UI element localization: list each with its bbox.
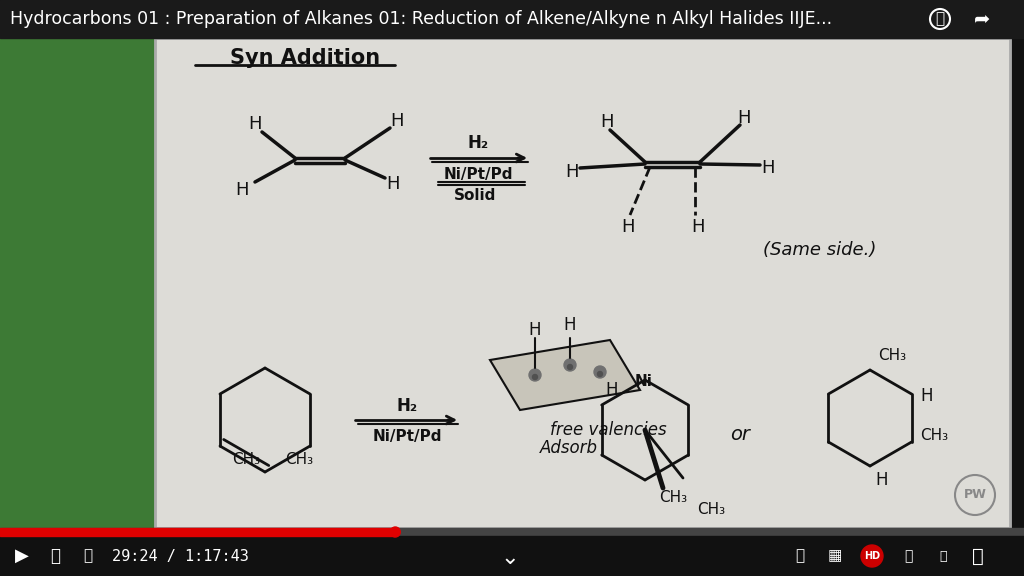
Circle shape (390, 527, 400, 537)
Text: CH₃: CH₃ (232, 453, 260, 468)
Text: Hydrocarbons 01 : Preparation of Alkanes 01: Reduction of Alkene/Alkyne n Alkyl : Hydrocarbons 01 : Preparation of Alkanes… (10, 10, 833, 28)
Text: H: H (920, 387, 933, 405)
Text: H: H (565, 163, 579, 181)
Text: H: H (236, 181, 249, 199)
Text: ➦: ➦ (974, 9, 990, 28)
Text: 29:24 / 1:17:43: 29:24 / 1:17:43 (112, 548, 249, 563)
Text: CH₃: CH₃ (697, 502, 725, 517)
Circle shape (597, 372, 602, 377)
Text: ⬛: ⬛ (939, 550, 947, 563)
Text: H₂: H₂ (467, 134, 488, 152)
Text: PW: PW (964, 488, 986, 502)
Bar (0, 536, 1024, 576)
Text: ▦: ▦ (827, 548, 842, 563)
Text: 📡: 📡 (904, 549, 912, 563)
Text: Syn Addition: Syn Addition (230, 48, 380, 68)
Circle shape (532, 374, 538, 380)
Text: CH₃: CH₃ (920, 429, 948, 444)
Circle shape (594, 366, 606, 378)
Text: H: H (564, 316, 577, 334)
Text: H: H (248, 115, 262, 133)
Text: H: H (691, 218, 705, 236)
Text: free valencies: free valencies (550, 421, 667, 439)
Text: H: H (737, 109, 751, 127)
Text: Solid: Solid (454, 188, 497, 203)
Text: 🔈: 🔈 (83, 548, 92, 563)
Text: H: H (761, 159, 775, 177)
Text: CH₃: CH₃ (285, 453, 313, 468)
Text: H: H (606, 381, 618, 399)
Bar (0, 0, 1024, 38)
Text: 🕐: 🕐 (936, 12, 944, 26)
Text: CH₃: CH₃ (878, 348, 906, 363)
Text: H: H (622, 218, 635, 236)
Bar (0, 38, 158, 530)
Text: ⏭: ⏭ (50, 547, 60, 565)
Text: H₂: H₂ (396, 397, 418, 415)
Text: Adsorb: Adsorb (540, 439, 598, 457)
Circle shape (567, 365, 572, 369)
Text: H: H (390, 112, 403, 130)
Bar (155, 38, 1010, 528)
Circle shape (861, 545, 883, 567)
Circle shape (564, 359, 575, 371)
Text: ▶: ▶ (15, 547, 29, 565)
Text: Ni/Pt/Pd: Ni/Pt/Pd (373, 430, 441, 445)
Text: H: H (528, 321, 542, 339)
Text: ⛶: ⛶ (972, 547, 984, 566)
Text: ⏺: ⏺ (796, 548, 805, 563)
Circle shape (529, 369, 541, 381)
Text: H: H (386, 175, 399, 193)
Text: Ni/Pt/Pd: Ni/Pt/Pd (443, 166, 513, 181)
Bar (155, 38, 1010, 528)
Text: or: or (730, 426, 750, 445)
Text: (Same side.): (Same side.) (763, 241, 877, 259)
Text: H: H (600, 113, 613, 131)
Text: CH₃: CH₃ (658, 491, 687, 506)
Text: Ni: Ni (635, 374, 653, 389)
Bar (0, 528, 395, 536)
Polygon shape (490, 340, 640, 410)
Text: ⌄: ⌄ (501, 548, 519, 568)
Text: HD: HD (864, 551, 880, 561)
Text: H: H (876, 471, 888, 489)
Bar (0, 528, 1024, 536)
